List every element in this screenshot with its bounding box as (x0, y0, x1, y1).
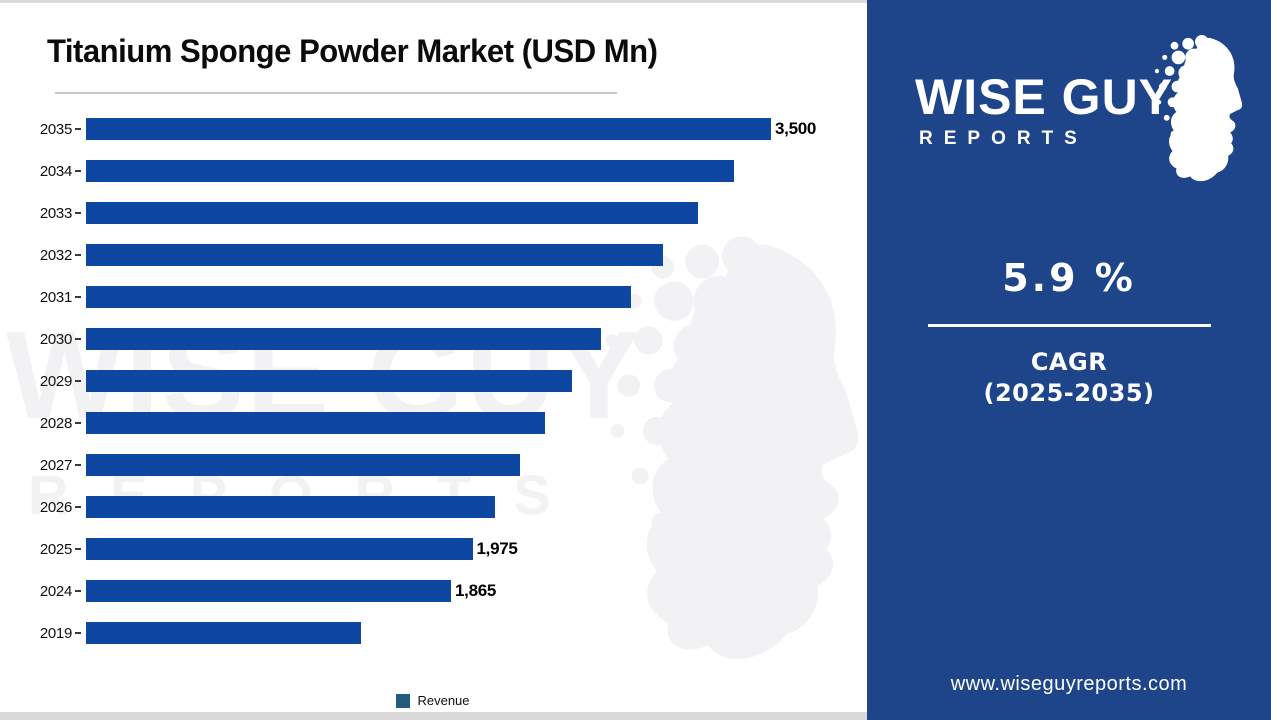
y-axis-tick (75, 464, 81, 466)
y-axis-tick (75, 296, 81, 298)
stats-divider-line (927, 324, 1211, 327)
y-axis-tick (75, 422, 81, 424)
y-axis-label: 2019 (39, 624, 72, 642)
y-axis-label: 2028 (39, 414, 72, 432)
y-axis-label: 2026 (39, 498, 72, 516)
y-axis-tick (75, 170, 81, 172)
legend-label-revenue: Revenue (417, 693, 470, 708)
bar-row: 2026 (0, 486, 866, 528)
bar-row: 2027 (0, 444, 866, 486)
logo-wordmark: WISE GUY (915, 69, 1174, 125)
revenue-bar (86, 202, 698, 224)
bar-row: 2030 (0, 318, 866, 360)
y-axis-label: 2034 (39, 162, 72, 180)
bar-row: 2035 3,500 (0, 108, 866, 150)
y-axis-label: 2033 (39, 204, 72, 222)
y-axis-tick (75, 590, 81, 592)
revenue-bar (86, 160, 734, 182)
bar-row: 2019 (0, 612, 866, 654)
bar-track (86, 286, 866, 308)
brain-face-icon (1154, 34, 1243, 182)
y-axis-tick (75, 506, 81, 508)
wise-guy-logo: WISE GUY REPORTS (867, 30, 1271, 200)
revenue-bar (86, 244, 664, 266)
legend: Revenue (0, 693, 866, 708)
bar-row: 2031 (0, 276, 866, 318)
revenue-bar (86, 496, 495, 518)
y-axis-label: 2031 (39, 288, 72, 306)
bar-track (86, 202, 866, 224)
bar-row: 2034 (0, 150, 866, 192)
y-axis-tick (75, 254, 81, 256)
cagr-stats: 5.9 % CAGR (2025-2035) (867, 256, 1271, 408)
revenue-bar (86, 370, 573, 392)
website-link[interactable]: www.wiseguyreports.com (950, 673, 1188, 695)
bar-track (86, 622, 866, 644)
brand-panel: WISE GUY REPORTS (867, 0, 1271, 720)
bar-row: 2025 1,975 (0, 528, 866, 570)
bar-row: 2024 1,865 (0, 570, 866, 612)
bar-track: 1,975 (86, 538, 866, 560)
bar-track (86, 244, 866, 266)
bar-row: 2028 (0, 402, 866, 444)
chart-area: Titanium Sponge Powder Market (USD Mn) W… (0, 0, 867, 720)
bar-value-label: 1,975 (476, 539, 518, 558)
y-axis-label: 2035 (39, 120, 72, 138)
cagr-label: CAGR (1030, 348, 1108, 376)
revenue-bar (86, 118, 771, 140)
y-axis-label: 2029 (39, 372, 72, 390)
bar-value-label: 1,865 (455, 581, 497, 600)
y-axis-tick (75, 380, 81, 382)
bar-row: 2033 (0, 192, 866, 234)
revenue-bar (86, 580, 451, 602)
y-axis-tick (75, 548, 81, 550)
logo-subtext: REPORTS (919, 128, 1088, 149)
bar-track (86, 160, 866, 182)
legend-marker-revenue (396, 693, 411, 708)
bar-track (86, 496, 866, 518)
y-axis-label: 2030 (39, 330, 72, 348)
y-axis-label: 2024 (39, 582, 72, 600)
bar-track (86, 328, 866, 350)
y-axis-tick (75, 212, 81, 214)
y-axis-tick (75, 338, 81, 340)
y-axis-label: 2025 (39, 540, 72, 558)
cagr-value: 5.9 % (1002, 256, 1136, 300)
bar-track (86, 412, 866, 434)
revenue-bar (86, 328, 601, 350)
revenue-bar (86, 412, 545, 434)
y-axis-label: 2032 (39, 246, 72, 264)
y-axis-label: 2027 (39, 456, 72, 474)
revenue-bar (86, 622, 361, 644)
chart-title: Titanium Sponge Powder Market (USD Mn) (47, 33, 658, 69)
bar-rows: 2035 3,500 2034 2033 2032 2031 2030 2029 2028 202… (0, 108, 866, 654)
revenue-bar (86, 454, 520, 476)
bar-track: 3,500 (86, 118, 866, 140)
y-axis-tick (75, 128, 81, 130)
bar-track: 1,865 (86, 580, 866, 602)
bar-row: 2032 (0, 234, 866, 276)
bottom-border-line (0, 712, 867, 720)
bar-value-label: 3,500 (775, 119, 817, 138)
top-border-line (0, 0, 867, 3)
y-axis-tick (75, 632, 81, 634)
revenue-bar (86, 286, 632, 308)
revenue-bar (86, 538, 473, 560)
bar-track (86, 370, 866, 392)
bar-chart: 2035 3,500 2034 2033 2032 2031 2030 2029 2028 202… (0, 108, 866, 654)
bar-track (86, 454, 866, 476)
bar-row: 2029 (0, 360, 866, 402)
cagr-period: (2025-2035) (983, 378, 1155, 407)
title-underline (55, 92, 617, 94)
